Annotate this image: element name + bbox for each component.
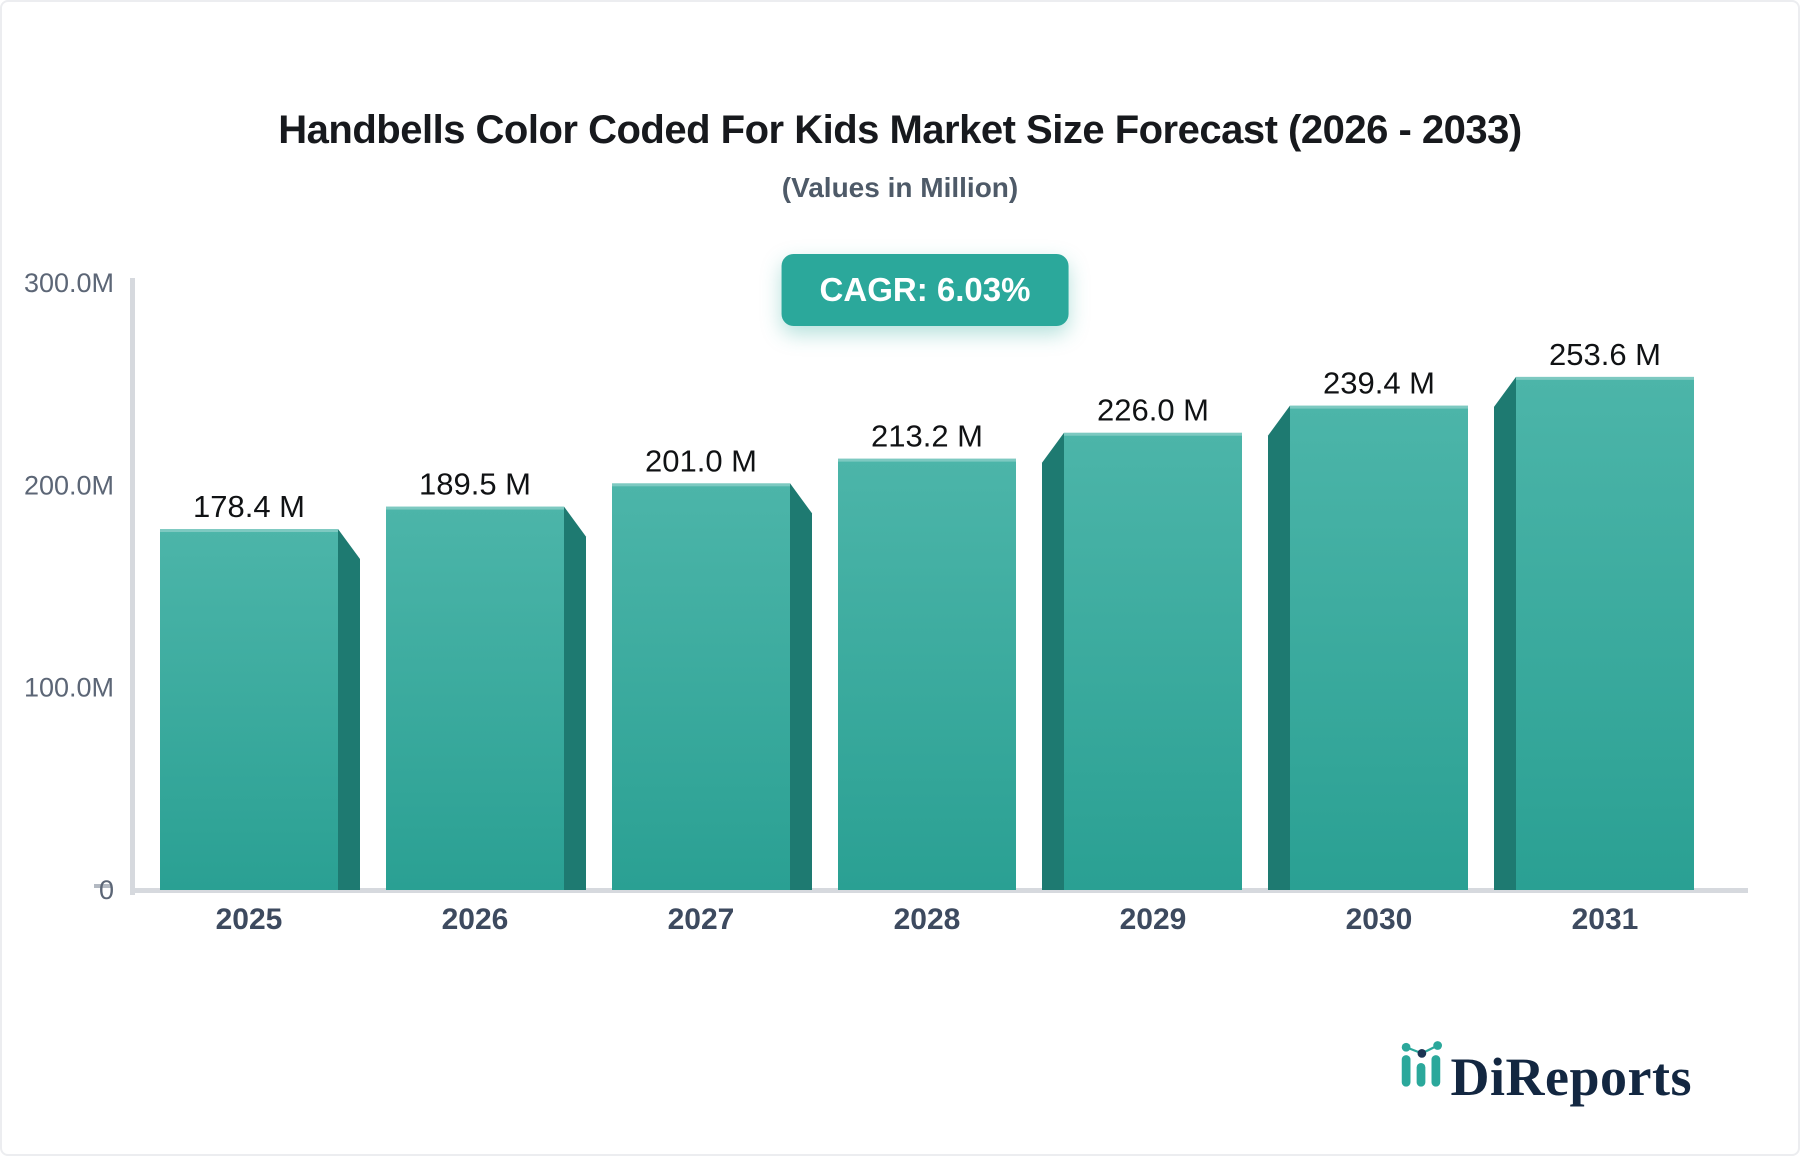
bar-value-label: 239.4 M — [1323, 366, 1435, 401]
y-axis-line — [130, 278, 135, 895]
y-axis-tick-label: 0 — [99, 875, 114, 905]
y-axis-tick-label: 100.0M — [24, 673, 114, 703]
bar-side-face — [564, 506, 586, 890]
x-axis-year-label: 2028 — [894, 903, 961, 936]
bar-side-face — [1494, 376, 1516, 890]
bar-2030 — [1290, 405, 1468, 890]
direports-logo: DiReports — [1400, 1039, 1692, 1107]
bar-top-highlight — [386, 506, 564, 510]
bar-value-label: 226.0 M — [1097, 393, 1209, 428]
chart-title: Handbells Color Coded For Kids Market Si… — [278, 108, 1522, 152]
bar-side-face — [1268, 405, 1290, 890]
bar-top-highlight — [838, 458, 1016, 462]
y-axis-tick-label: 200.0M — [24, 470, 114, 500]
bar-side-face — [1042, 432, 1064, 890]
bar-side-face — [790, 483, 812, 890]
bar-top-highlight — [1290, 405, 1468, 409]
logo-text: DiReports — [1450, 1046, 1692, 1107]
bar-top-highlight — [160, 529, 338, 533]
bar-side-face — [338, 529, 360, 890]
bar-value-label: 189.5 M — [419, 467, 531, 502]
chart-subtitle: (Values in Million) — [781, 172, 1019, 203]
cagr-badge: CAGR: 6.03% — [781, 254, 1069, 326]
bar-value-label: 178.4 M — [193, 489, 305, 524]
bar-2028 — [838, 458, 1016, 890]
bar-2031 — [1516, 376, 1694, 890]
x-axis-year-label: 2030 — [1346, 903, 1413, 936]
y-axis-tick-label: 300.0M — [24, 268, 114, 298]
bar-top-highlight — [1064, 432, 1242, 436]
zero-tick-mark — [94, 884, 111, 888]
bar-2025 — [160, 529, 338, 890]
x-axis-year-label: 2026 — [442, 903, 509, 936]
bar-2029 — [1064, 432, 1242, 890]
bar-top-highlight — [612, 483, 790, 487]
x-axis-year-label: 2031 — [1572, 903, 1639, 936]
x-axis-year-label: 2027 — [668, 903, 735, 936]
bar-top-highlight — [1516, 376, 1694, 380]
bar-2026 — [386, 506, 564, 890]
bar-value-label: 213.2 M — [871, 419, 983, 454]
bar-2027 — [612, 483, 790, 890]
bar-value-label: 253.6 M — [1549, 337, 1661, 372]
logo-bar-chart-icon — [1401, 1041, 1442, 1087]
x-axis-line — [130, 888, 1748, 893]
x-axis-year-label: 2029 — [1120, 903, 1187, 936]
bar-value-label: 201.0 M — [645, 443, 757, 478]
x-axis-year-label: 2025 — [216, 903, 283, 936]
